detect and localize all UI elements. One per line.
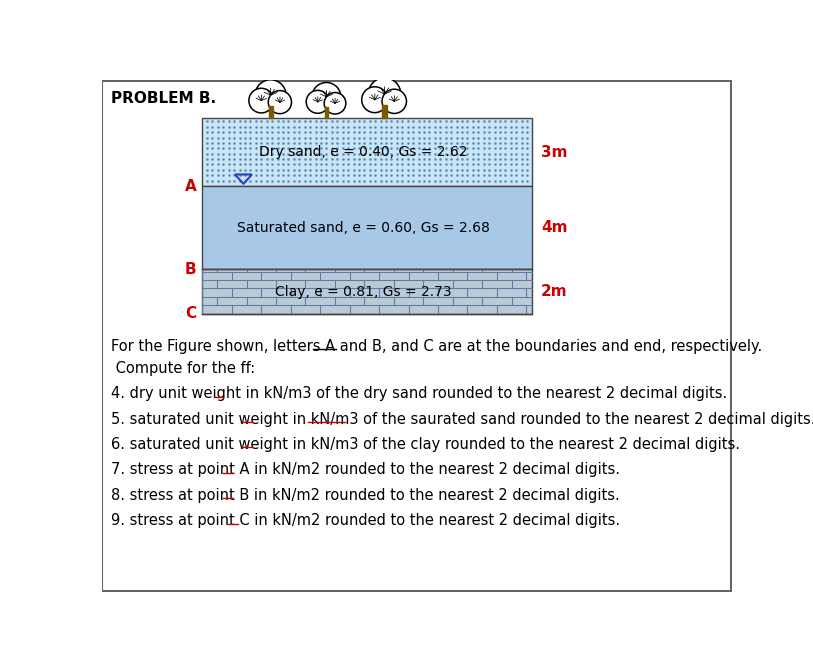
Text: For the Figure shown, letters A and B, and C are at the boundaries and end, resp: For the Figure shown, letters A and B, a… <box>111 338 762 354</box>
Circle shape <box>255 80 286 110</box>
Circle shape <box>324 92 346 114</box>
Bar <box>202 269 532 314</box>
Circle shape <box>312 82 341 111</box>
Circle shape <box>268 90 292 114</box>
Text: Clay, e = 0.81, Gs = 2.73: Clay, e = 0.81, Gs = 2.73 <box>275 285 451 299</box>
Text: B: B <box>185 262 196 277</box>
Text: 4m: 4m <box>541 220 567 235</box>
Bar <box>324 107 328 118</box>
Text: 9. stress at point C in kN/m2 rounded to the nearest 2 decimal digits.: 9. stress at point C in kN/m2 rounded to… <box>111 513 620 528</box>
Circle shape <box>307 90 329 113</box>
Text: PROBLEM B.: PROBLEM B. <box>111 91 216 106</box>
Bar <box>382 105 386 118</box>
Text: Dry sand, e = 0.40, Gs = 2.62: Dry sand, e = 0.40, Gs = 2.62 <box>259 145 467 159</box>
Text: 5. saturated unit weight in kN/m3 of the saurated sand rounded to the nearest 2 : 5. saturated unit weight in kN/m3 of the… <box>111 412 813 427</box>
Circle shape <box>362 86 388 112</box>
Text: 2m: 2m <box>541 284 567 299</box>
Text: C: C <box>185 307 196 321</box>
Text: 6. saturated unit weight in kN/m3 of the clay rounded to the nearest 2 decimal d: 6. saturated unit weight in kN/m3 of the… <box>111 437 740 452</box>
Circle shape <box>249 88 274 113</box>
Bar <box>202 118 532 186</box>
Text: Saturated sand, e = 0.60, Gs = 2.68: Saturated sand, e = 0.60, Gs = 2.68 <box>237 221 489 235</box>
Bar <box>268 106 272 118</box>
Text: 7. stress at point A in kN/m2 rounded to the nearest 2 decimal digits.: 7. stress at point A in kN/m2 rounded to… <box>111 462 620 477</box>
Bar <box>202 186 532 269</box>
Text: 4. dry unit weight in kN/m3 of the dry sand rounded to the nearest 2 decimal dig: 4. dry unit weight in kN/m3 of the dry s… <box>111 386 727 401</box>
Text: 3m: 3m <box>541 145 567 160</box>
Circle shape <box>382 89 406 114</box>
Text: A: A <box>185 179 196 194</box>
Text: 8. stress at point B in kN/m2 rounded to the nearest 2 decimal digits.: 8. stress at point B in kN/m2 rounded to… <box>111 488 620 503</box>
Circle shape <box>368 78 401 110</box>
Text: Compute for the ff:: Compute for the ff: <box>111 361 255 376</box>
